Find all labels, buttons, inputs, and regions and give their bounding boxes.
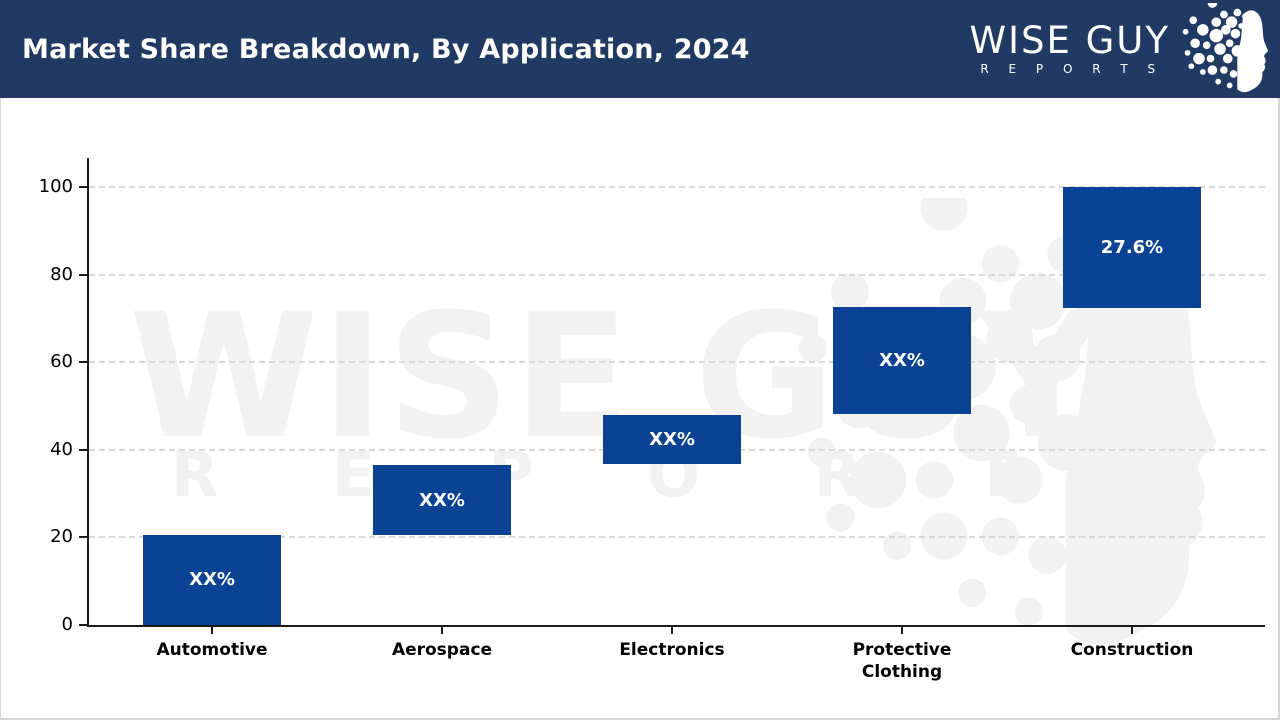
- x-tick-protective-clothing: [901, 626, 903, 634]
- bar-aerospace: XX%: [373, 465, 511, 536]
- page-title: Market Share Breakdown, By Application, …: [22, 33, 750, 65]
- brand-name: WISE GUY: [969, 18, 1170, 62]
- x-category-label-construction: Construction: [1070, 639, 1194, 660]
- brand-subtitle: R E P O R T S: [980, 62, 1164, 77]
- brand-logo-text: WISE GUY R E P O R T S: [969, 18, 1170, 77]
- x-category-label-automotive: Automotive: [156, 639, 268, 660]
- bar-construction: 27.6%: [1063, 187, 1201, 308]
- x-tick-electronics: [671, 626, 673, 634]
- x-category-label-protective-clothing: Protective Clothing: [852, 639, 952, 682]
- y-tick-20: [79, 536, 87, 538]
- y-tick-100: [79, 186, 87, 188]
- plot-area: 0 20 40 60 80 100 XX% Automotive XX% Aerospace XX%…: [1, 98, 1278, 718]
- y-tick-40: [79, 448, 87, 451]
- y-tick-label: 60: [50, 351, 73, 372]
- y-tick-80: [79, 273, 87, 276]
- x-tick-aerospace: [441, 626, 443, 634]
- header-bar: Market Share Breakdown, By Application, …: [0, 0, 1280, 98]
- gridline-80: [89, 273, 1265, 276]
- x-axis: [87, 624, 1265, 627]
- gridline-60: [89, 361, 1265, 363]
- gridline-20: [89, 536, 1265, 538]
- bar-protective-clothing: XX%: [833, 307, 971, 414]
- x-tick-construction: [1131, 626, 1133, 634]
- x-category-label-aerospace: Aerospace: [391, 639, 493, 660]
- bar-automotive: XX%: [143, 535, 281, 625]
- y-tick-label: 0: [61, 613, 73, 635]
- face-logo-icon: [1174, 3, 1270, 95]
- y-tick-label: 80: [50, 263, 73, 285]
- bar-value-label: XX%: [879, 349, 925, 371]
- bar-value-label: XX%: [419, 489, 465, 511]
- y-axis: [87, 158, 89, 627]
- brand-logo: WISE GUY R E P O R T S: [970, 3, 1280, 95]
- bar-value-label: XX%: [649, 429, 695, 451]
- x-tick-automotive: [211, 626, 213, 634]
- bar-value-label: XX%: [189, 569, 235, 591]
- y-tick-60: [79, 361, 87, 363]
- gridline-100: [89, 186, 1265, 188]
- y-tick-label: 20: [50, 526, 73, 547]
- chart-area: WISE GUY R E P O R T S 0 20 40 60 80 100 XX% Au…: [0, 98, 1280, 720]
- y-tick-label: 100: [38, 176, 73, 197]
- y-tick-0: [79, 623, 87, 626]
- bar-electronics: XX%: [603, 414, 741, 465]
- bar-value-label: 27.6%: [1100, 236, 1164, 258]
- x-category-label-electronics: Electronics: [619, 639, 725, 660]
- y-tick-label: 40: [50, 438, 73, 460]
